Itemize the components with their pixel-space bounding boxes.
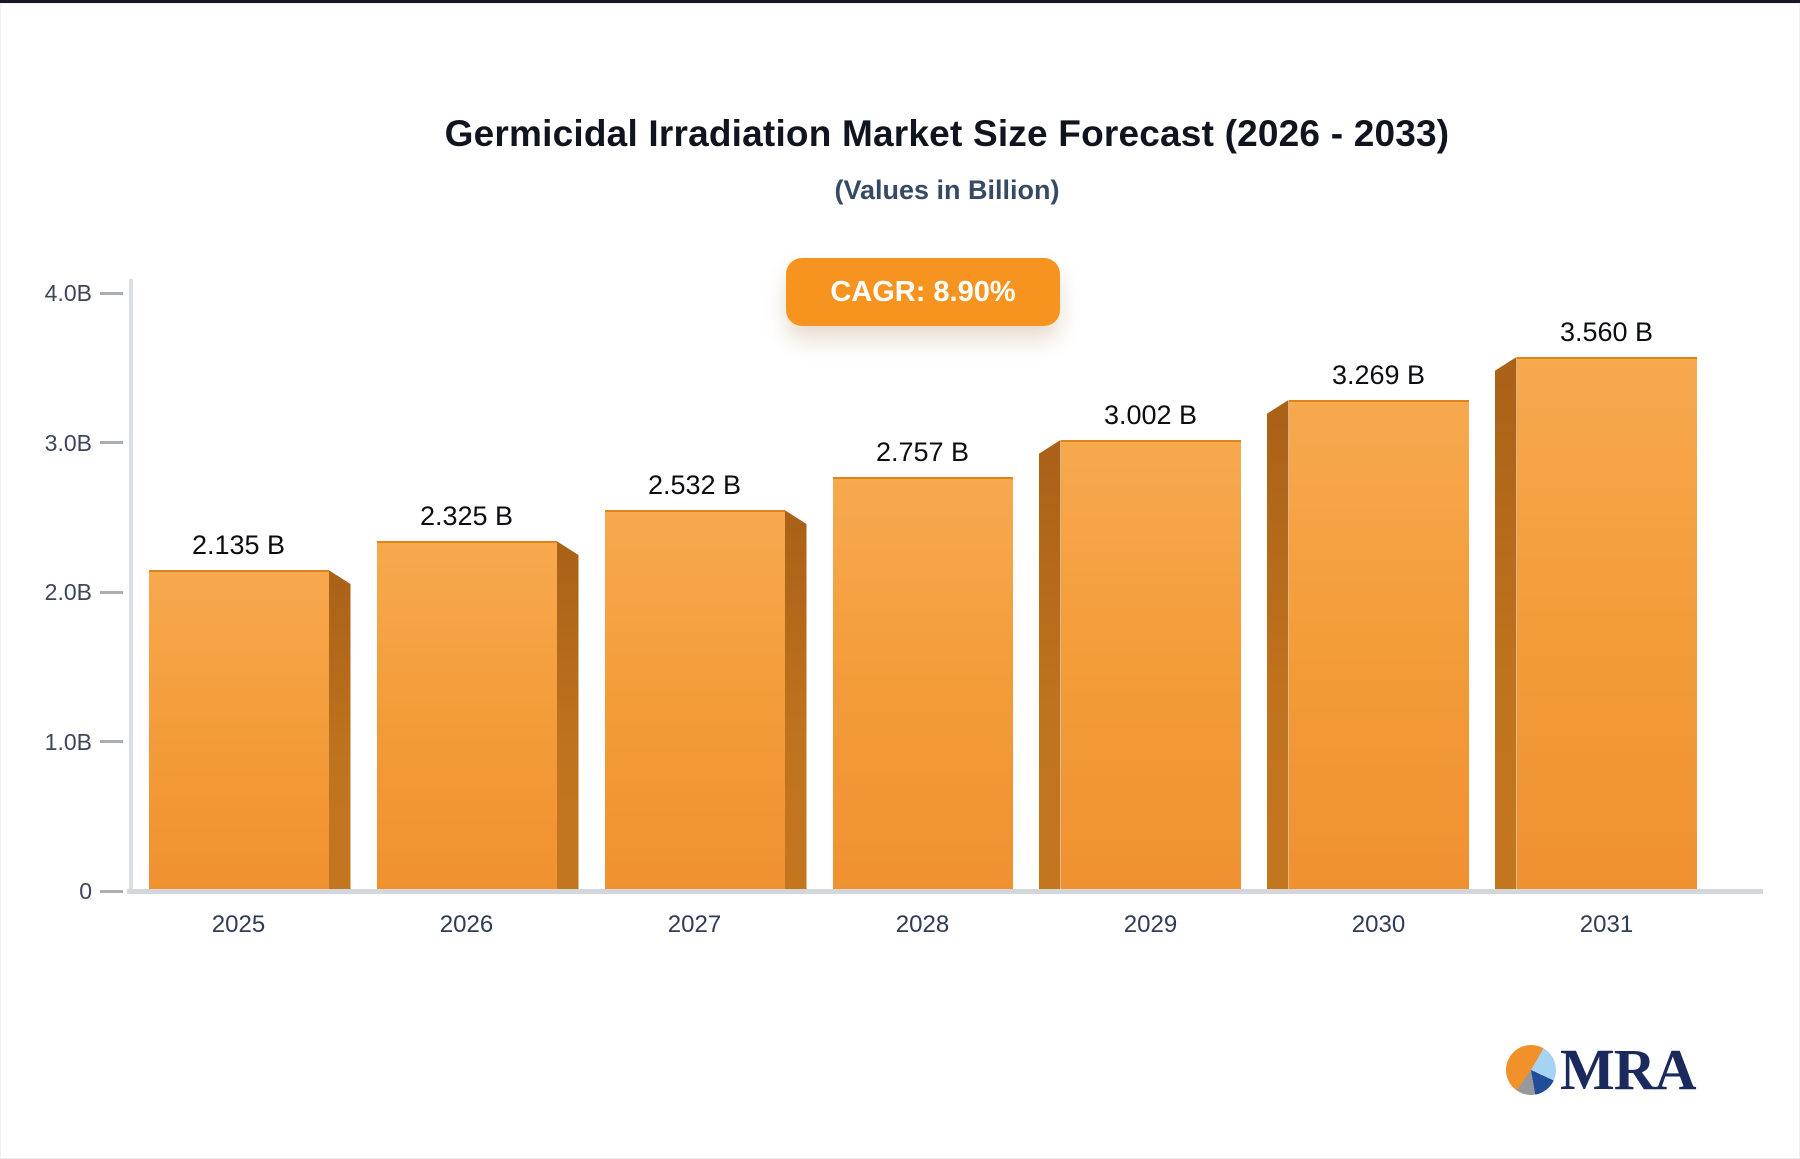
bar-3d-side [556,541,579,889]
y-tick-dash [100,441,123,444]
y-tick-label: 2.0B [44,579,92,605]
x-axis-line [127,889,1763,894]
x-axis-label: 2026 [439,911,494,938]
x-axis-label: 2028 [895,911,950,938]
bar-2027 [604,510,785,889]
bar-2029 [1060,440,1241,889]
bar-3d-side [1494,357,1517,889]
bar-value-label: 3.269 B [1331,360,1426,390]
bar-value-label: 2.757 B [875,437,970,467]
y-tick-dash [100,740,123,743]
y-tick-label: 4.0B [44,280,92,306]
chart-title: Germicidal Irradiation Market Size Forec… [444,113,1450,154]
x-axis-label: 2029 [1123,911,1178,938]
bar-value-label: 2.135 B [191,530,286,560]
y-tick-label: 1.0B [44,728,92,755]
bar-2026 [376,541,557,889]
bar-value-label: 2.325 B [419,501,514,531]
logo-text: MRA [1560,1037,1697,1102]
bar-3d-side [1266,400,1289,889]
bar-3d-side [784,510,807,889]
x-axis-label: 2030 [1351,911,1406,938]
x-axis-label: 2031 [1579,911,1634,938]
y-tick-dash [100,889,123,893]
bar-value-label: 3.002 B [1103,400,1198,430]
cagr-badge: CAGR: 8.90% [786,258,1060,326]
y-tick-label: 3.0B [44,429,92,456]
y-tick-dash [100,590,123,594]
bar-3d-side [328,570,351,889]
bar-2028 [832,477,1013,889]
bar-3d-side [1038,440,1061,889]
bar-value-label: 3.560 B [1559,317,1654,347]
bar-2030 [1288,400,1469,889]
bar-value-label: 2.532 B [647,470,742,500]
mra-logo: MRA [1506,1037,1697,1102]
bar-2025 [148,570,329,889]
bar-2031 [1516,357,1697,889]
y-tick-label: 0 [79,878,92,904]
x-axis-label: 2025 [211,911,266,938]
y-axis-line [129,279,133,891]
pie-chart-logo-icon [1506,1045,1556,1095]
y-tick-dash [100,291,123,295]
x-axis-label: 2027 [667,911,722,938]
chart-subtitle: (Values in Billion) [834,175,1060,205]
